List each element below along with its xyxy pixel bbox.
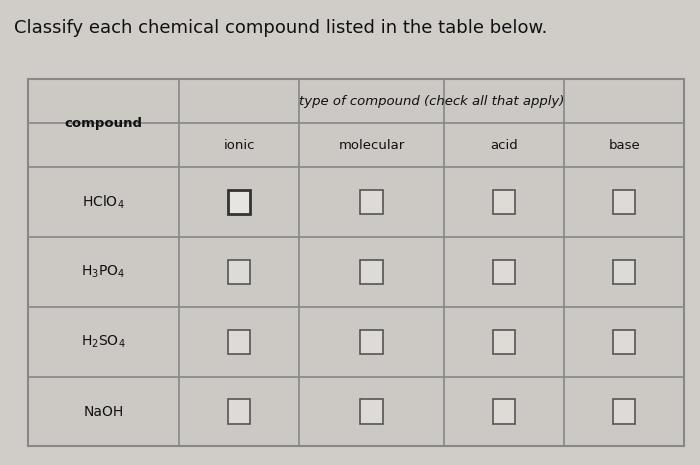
Text: acid: acid — [490, 139, 518, 152]
FancyBboxPatch shape — [228, 330, 251, 354]
Text: type of compound (check all that apply): type of compound (check all that apply) — [299, 94, 564, 107]
FancyBboxPatch shape — [613, 260, 636, 284]
Text: Classify each chemical compound listed in the table below.: Classify each chemical compound listed i… — [14, 19, 547, 37]
Text: H$_3$PO$_4$: H$_3$PO$_4$ — [81, 264, 125, 280]
Text: NaOH: NaOH — [83, 405, 124, 418]
Bar — [28, 79, 685, 446]
FancyBboxPatch shape — [360, 260, 383, 284]
Text: molecular: molecular — [339, 139, 405, 152]
FancyBboxPatch shape — [228, 190, 251, 214]
FancyBboxPatch shape — [493, 399, 515, 424]
FancyBboxPatch shape — [493, 330, 515, 354]
Text: ionic: ionic — [223, 139, 255, 152]
FancyBboxPatch shape — [228, 260, 251, 284]
Text: base: base — [608, 139, 640, 152]
Text: H$_2$SO$_4$: H$_2$SO$_4$ — [81, 333, 126, 350]
FancyBboxPatch shape — [493, 260, 515, 284]
FancyBboxPatch shape — [228, 399, 251, 424]
FancyBboxPatch shape — [360, 190, 383, 214]
FancyBboxPatch shape — [360, 330, 383, 354]
FancyBboxPatch shape — [493, 190, 515, 214]
Text: compound: compound — [64, 117, 143, 130]
FancyBboxPatch shape — [613, 330, 636, 354]
FancyBboxPatch shape — [360, 399, 383, 424]
FancyBboxPatch shape — [613, 190, 636, 214]
FancyBboxPatch shape — [613, 399, 636, 424]
Text: HClO$_4$: HClO$_4$ — [82, 193, 125, 211]
